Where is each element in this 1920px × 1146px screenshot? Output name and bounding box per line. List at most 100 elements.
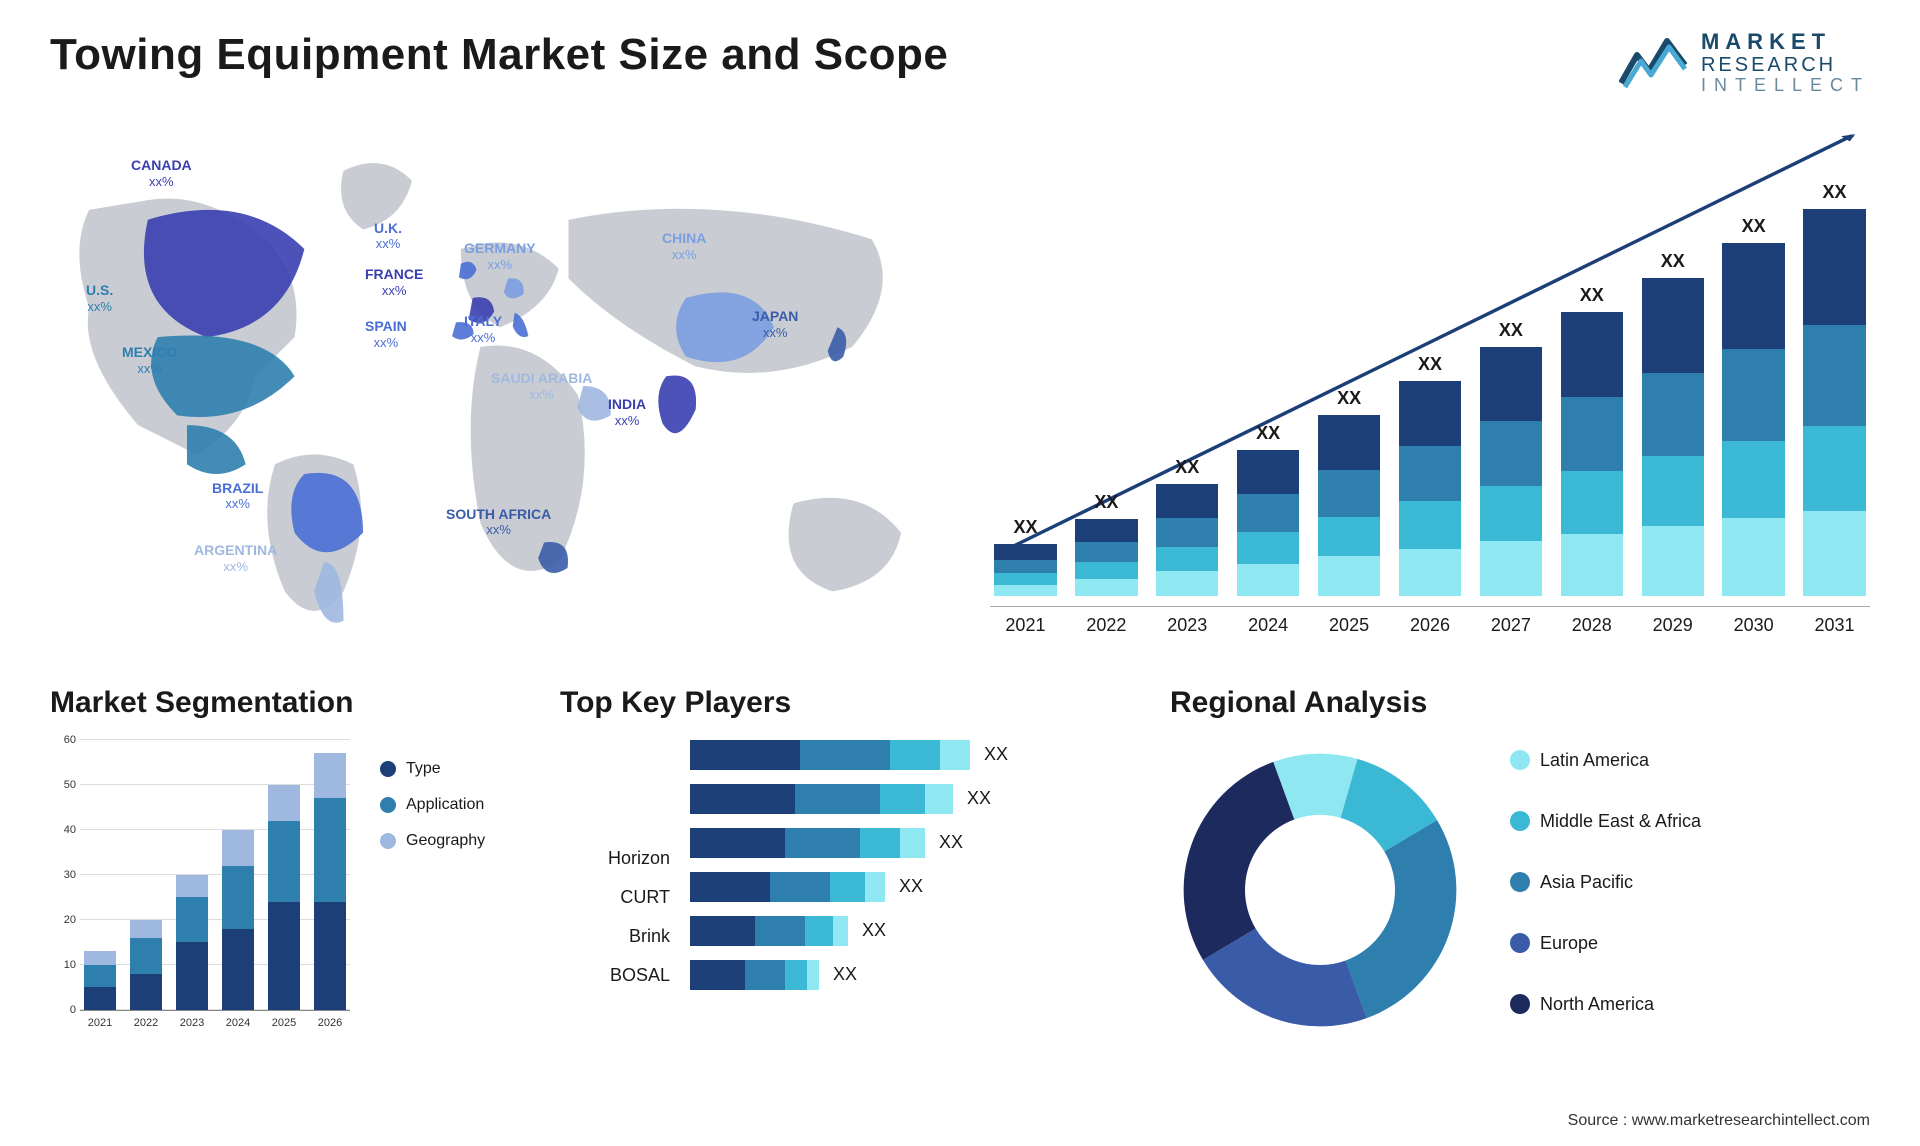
- growth-bar-label: XX: [1580, 285, 1604, 306]
- growth-year-label: 2031: [1799, 607, 1870, 646]
- growth-bar: XX: [1233, 126, 1304, 596]
- logo-text: MARKET RESEARCH INTELLECT: [1701, 30, 1870, 96]
- growth-chart: XX XX XX XX XX XX XX XX XX XX XX 2021 2022 2023 2024 2…: [990, 126, 1870, 646]
- growth-bar: XX: [1395, 126, 1466, 596]
- regional-legend: Latin America Middle East & Africa Asia Pa…: [1510, 740, 1701, 1033]
- growth-bar: XX: [990, 126, 1061, 596]
- growth-bar-label: XX: [1742, 216, 1766, 237]
- page-title: Towing Equipment Market Size and Scope: [50, 30, 948, 80]
- seg-year-label: 2022: [126, 1011, 166, 1040]
- growth-bar-label: XX: [1499, 320, 1523, 341]
- header: Towing Equipment Market Size and Scope M…: [50, 30, 1870, 96]
- regional-donut: [1170, 740, 1470, 1040]
- legend-item: Geography: [380, 832, 530, 850]
- logo-line-2: RESEARCH: [1701, 54, 1870, 76]
- growth-year-label: 2021: [990, 607, 1061, 646]
- growth-bar-label: XX: [1661, 251, 1685, 272]
- player-value: XX: [984, 744, 1008, 765]
- growth-bar: XX: [1071, 126, 1142, 596]
- growth-year-label: 2029: [1637, 607, 1708, 646]
- legend-item: Middle East & Africa: [1510, 811, 1701, 832]
- logo-line-3: INTELLECT: [1701, 76, 1870, 96]
- growth-year-label: 2027: [1475, 607, 1546, 646]
- player-name: Horizon: [560, 848, 670, 869]
- player-value: XX: [967, 788, 991, 809]
- segmentation-panel: Market Segmentation 0102030405060 202120…: [50, 686, 530, 1106]
- legend-item: Application: [380, 796, 530, 814]
- seg-bar: [264, 740, 304, 1010]
- player-row: XX: [690, 740, 1140, 770]
- seg-ytick: 50: [64, 779, 76, 791]
- legend-item: North America: [1510, 994, 1701, 1015]
- regional-panel: Regional Analysis Latin America Middle Ea…: [1170, 686, 1870, 1106]
- legend-item: Asia Pacific: [1510, 872, 1701, 893]
- seg-year-label: 2024: [218, 1011, 258, 1040]
- player-row: XX: [690, 960, 1140, 990]
- growth-bar-label: XX: [1256, 423, 1280, 444]
- player-value: XX: [833, 964, 857, 985]
- growth-bar: XX: [1799, 126, 1870, 596]
- growth-year-label: 2023: [1152, 607, 1223, 646]
- growth-year-label: 2026: [1395, 607, 1466, 646]
- growth-bar: XX: [1556, 126, 1627, 596]
- growth-year-label: 2028: [1556, 607, 1627, 646]
- donut-slice: [1184, 762, 1295, 960]
- seg-bar: [80, 740, 120, 1010]
- growth-bar-label: XX: [1418, 354, 1442, 375]
- seg-ytick: 10: [64, 959, 76, 971]
- segmentation-title: Market Segmentation: [50, 686, 530, 720]
- growth-bar: XX: [1718, 126, 1789, 596]
- segmentation-legend: Type Application Geography: [380, 740, 530, 1106]
- growth-bar: XX: [1637, 126, 1708, 596]
- legend-item: Europe: [1510, 933, 1701, 954]
- logo-mark-icon: [1619, 33, 1689, 93]
- player-row: XX: [690, 916, 1140, 946]
- seg-ytick: 60: [64, 734, 76, 746]
- world-map: CANADAxx%U.S.xx%MEXICOxx%BRAZILxx%ARGENT…: [50, 126, 950, 646]
- player-names: HorizonCURTBrinkBOSAL: [560, 740, 670, 990]
- logo-line-1: MARKET: [1701, 30, 1870, 54]
- players-title: Top Key Players: [560, 686, 1140, 720]
- growth-bar-label: XX: [1337, 388, 1361, 409]
- seg-bar: [126, 740, 166, 1010]
- player-value: XX: [899, 876, 923, 897]
- seg-ytick: 30: [64, 869, 76, 881]
- seg-year-label: 2025: [264, 1011, 304, 1040]
- source-footer: Source : www.marketresearchintellect.com: [1568, 1112, 1870, 1130]
- player-name: Brink: [560, 926, 670, 947]
- segmentation-chart: 0102030405060 202120222023202420252026: [50, 740, 350, 1040]
- regional-title: Regional Analysis: [1170, 686, 1870, 720]
- growth-bar-label: XX: [1175, 457, 1199, 478]
- seg-ytick: 20: [64, 914, 76, 926]
- growth-bar-label: XX: [1823, 182, 1847, 203]
- seg-year-label: 2026: [310, 1011, 350, 1040]
- seg-bar: [310, 740, 350, 1010]
- growth-bar: XX: [1314, 126, 1385, 596]
- donut-slice: [1346, 820, 1457, 1018]
- player-name: CURT: [560, 887, 670, 908]
- seg-ytick: 40: [64, 824, 76, 836]
- legend-item: Latin America: [1510, 750, 1701, 771]
- seg-year-label: 2021: [80, 1011, 120, 1040]
- seg-bar: [218, 740, 258, 1010]
- player-value: XX: [939, 832, 963, 853]
- growth-bar: XX: [1152, 126, 1223, 596]
- growth-year-label: 2025: [1314, 607, 1385, 646]
- growth-year-label: 2030: [1718, 607, 1789, 646]
- seg-year-label: 2023: [172, 1011, 212, 1040]
- player-row: XX: [690, 872, 1140, 902]
- legend-item: Type: [380, 760, 530, 778]
- player-value: XX: [862, 920, 886, 941]
- players-panel: Top Key Players HorizonCURTBrinkBOSAL XX…: [560, 686, 1140, 1106]
- growth-year-label: 2022: [1071, 607, 1142, 646]
- seg-bar: [172, 740, 212, 1010]
- bottom-row: Market Segmentation 0102030405060 202120…: [50, 686, 1870, 1106]
- infographic-page: Towing Equipment Market Size and Scope M…: [0, 0, 1920, 1146]
- world-map-svg: [50, 126, 950, 646]
- growth-bar: XX: [1475, 126, 1546, 596]
- top-row: CANADAxx%U.S.xx%MEXICOxx%BRAZILxx%ARGENT…: [50, 126, 1870, 646]
- growth-bar-label: XX: [1013, 517, 1037, 538]
- seg-ytick: 0: [70, 1004, 76, 1016]
- player-row: XX: [690, 784, 1140, 814]
- growth-year-label: 2024: [1233, 607, 1304, 646]
